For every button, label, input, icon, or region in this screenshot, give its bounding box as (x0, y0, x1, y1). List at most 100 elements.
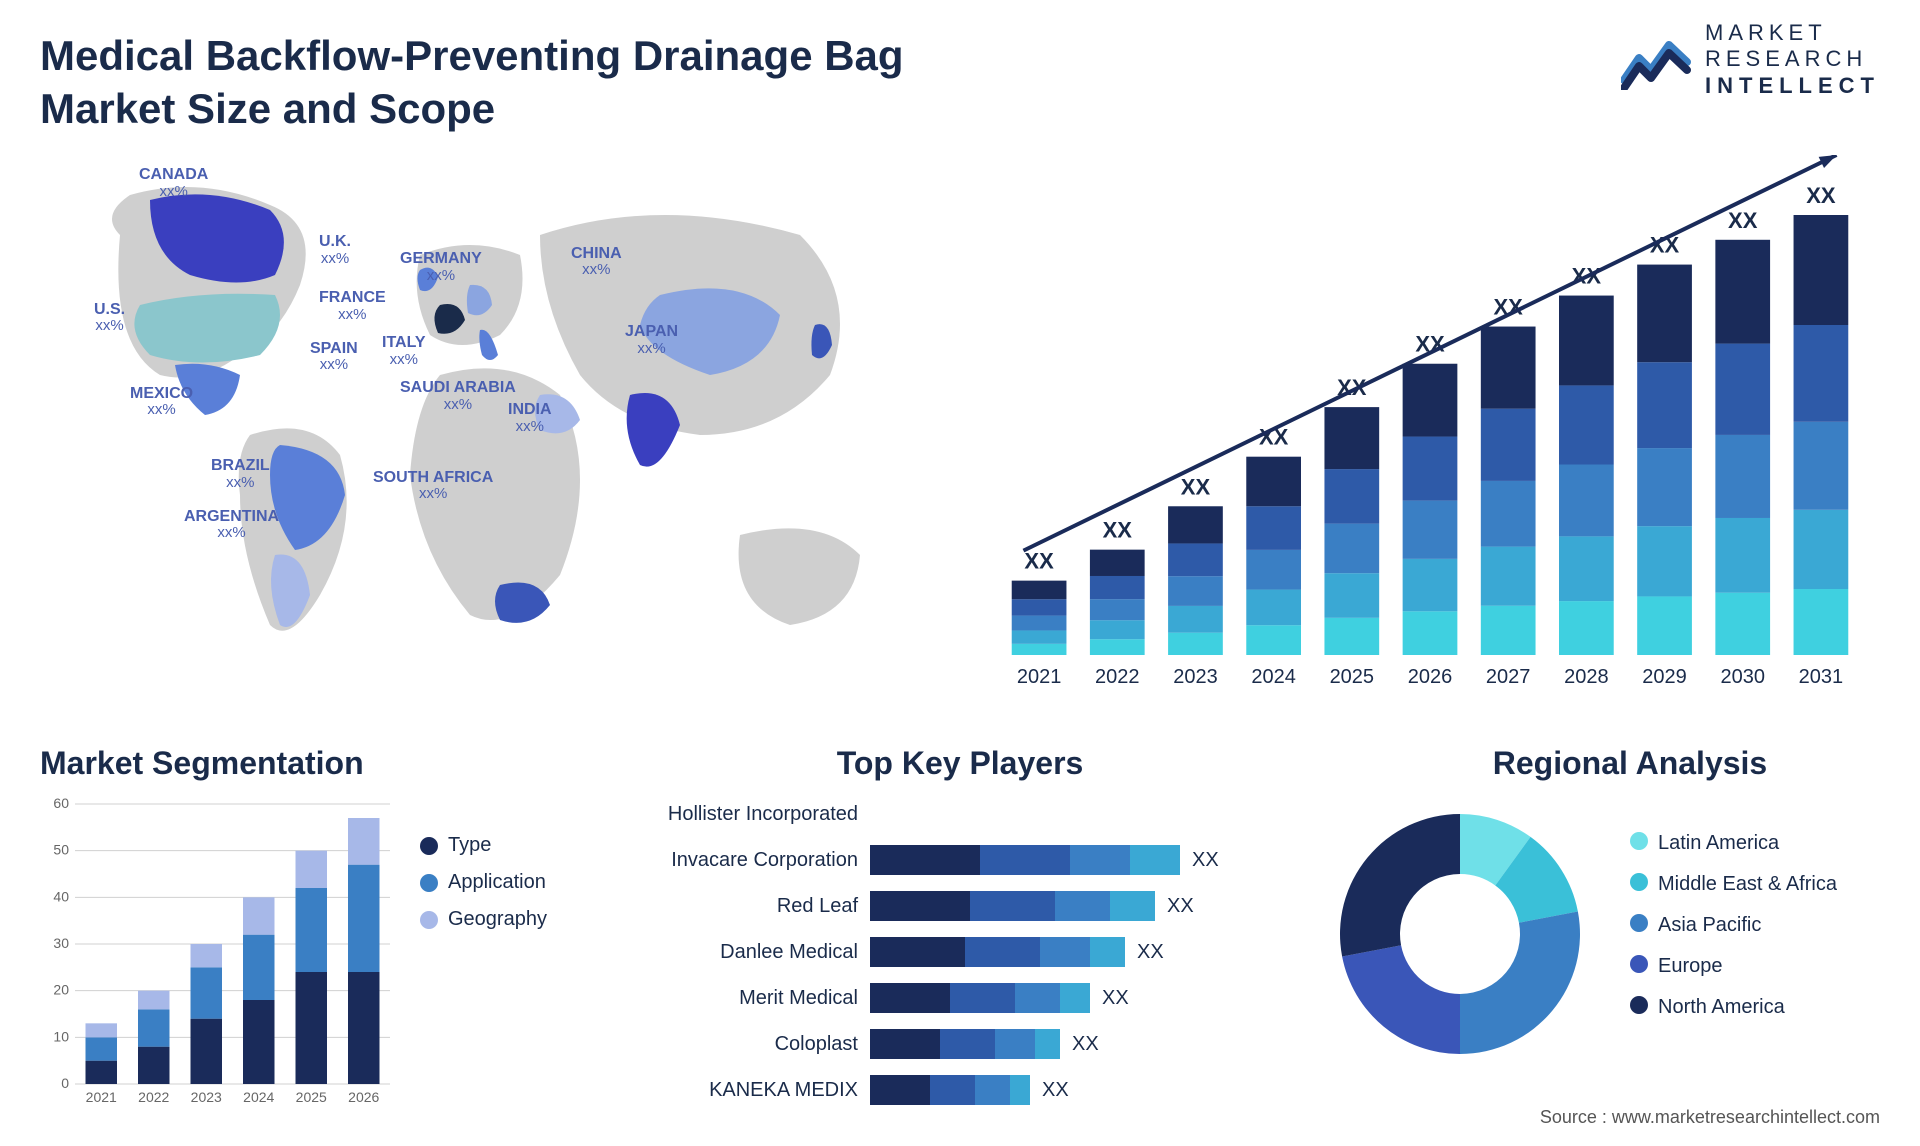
keyplayer-bar-seg (995, 1029, 1035, 1059)
country-label: BRAZILxx% (211, 457, 270, 491)
segmentation-legend: Type Application Geography (420, 794, 600, 1114)
legend-item: Middle East & Africa (1630, 873, 1920, 896)
keyplayer-bar (870, 1075, 1030, 1105)
keyplayer-bar-seg (965, 937, 1040, 967)
keyplayer-name: KANEKA MEDIX (640, 1079, 870, 1102)
keyplayer-bar (870, 1029, 1060, 1059)
keyplayer-bar-seg (870, 1029, 940, 1059)
keyplayer-bar-seg (940, 1029, 995, 1059)
keyplayer-bar (870, 983, 1090, 1013)
keyplayer-row: Red LeafXX (640, 886, 1280, 926)
legend-label: Middle East & Africa (1658, 873, 1837, 896)
keyplayer-bar-seg (930, 1075, 975, 1105)
legend-dot (420, 837, 438, 855)
legend-label: Geography (448, 908, 547, 931)
keyplayer-value: XX (1072, 1033, 1099, 1056)
country-label: ARGENTINAxx% (184, 508, 279, 542)
keyplayers-panel: Top Key Players Hollister IncorporatedIn… (640, 745, 1280, 1116)
keyplayer-bar-seg (870, 1075, 930, 1105)
keyplayer-bar (870, 845, 1180, 875)
country-label: ITALYxx% (382, 334, 426, 368)
keyplayer-value: XX (1102, 987, 1129, 1010)
world-map-svg (40, 155, 940, 715)
keyplayer-name: Merit Medical (640, 987, 870, 1010)
logo-line2: RESEARCH (1705, 46, 1880, 72)
svg-text:2029: 2029 (1642, 666, 1687, 688)
keyplayer-name: Danlee Medical (640, 941, 870, 964)
legend-dot (420, 911, 438, 929)
svg-text:2025: 2025 (296, 1089, 327, 1105)
legend-dot (1630, 996, 1648, 1014)
keyplayer-row: Merit Medical XX (640, 978, 1280, 1018)
keyplayer-row: Danlee MedicalXX (640, 932, 1280, 972)
country-label: SOUTH AFRICAxx% (373, 469, 493, 503)
brand-logo: MARKET RESEARCH INTELLECT (1621, 20, 1880, 99)
legend-dot (1630, 873, 1648, 891)
svg-text:2031: 2031 (1799, 666, 1844, 688)
svg-text:2028: 2028 (1564, 666, 1609, 688)
legend-item: Europe (1630, 955, 1920, 978)
regional-title: Regional Analysis (1320, 745, 1920, 782)
keyplayers-title: Top Key Players (640, 745, 1280, 782)
keyplayers-list: Hollister IncorporatedInvacare Corporati… (640, 794, 1280, 1110)
legend-label: North America (1658, 996, 1785, 1019)
keyplayer-row: KANEKA MEDIXXX (640, 1070, 1280, 1110)
svg-text:XX: XX (1103, 518, 1133, 543)
svg-text:2021: 2021 (86, 1089, 117, 1105)
svg-text:2026: 2026 (1408, 666, 1453, 688)
legend-item: Asia Pacific (1630, 914, 1920, 937)
svg-text:2023: 2023 (191, 1089, 222, 1105)
keyplayer-bar-seg (1110, 891, 1155, 921)
legend-label: Europe (1658, 955, 1723, 978)
country-label: FRANCExx% (319, 289, 386, 323)
keyplayer-bar-seg (870, 983, 950, 1013)
svg-text:0: 0 (61, 1075, 69, 1091)
svg-text:2021: 2021 (1017, 666, 1062, 688)
legend-label: Application (448, 871, 546, 894)
keyplayer-row: Invacare CorporationXX (640, 840, 1280, 880)
keyplayer-bar-seg (870, 937, 965, 967)
world-map: CANADAxx%U.S.xx%MEXICOxx%BRAZILxx%ARGENT… (40, 155, 940, 715)
legend-label: Latin America (1658, 832, 1779, 855)
keyplayer-bar-seg (870, 891, 970, 921)
svg-text:2025: 2025 (1330, 666, 1375, 688)
country-label: INDIAxx% (508, 401, 552, 435)
country-label: GERMANYxx% (400, 250, 482, 284)
svg-text:XX: XX (1728, 208, 1758, 233)
legend-dot (420, 874, 438, 892)
country-label: SAUDI ARABIAxx% (400, 379, 516, 413)
keyplayer-name: Coloplast (640, 1033, 870, 1056)
legend-label: Type (448, 834, 491, 857)
legend-dot (1630, 955, 1648, 973)
logo-line3: INTELLECT (1705, 73, 1880, 99)
legend-item: North America (1630, 996, 1920, 1019)
country-label: CANADAxx% (139, 166, 208, 200)
keyplayer-value: XX (1167, 895, 1194, 918)
segmentation-chart: 0102030405060202120222023202420252026 (40, 794, 400, 1114)
svg-text:XX: XX (1181, 474, 1211, 499)
svg-text:2023: 2023 (1173, 666, 1218, 688)
legend-dot (1630, 914, 1648, 932)
regional-donut (1320, 794, 1600, 1074)
source-text: Source : www.marketresearchintellect.com (1540, 1107, 1880, 1128)
keyplayer-bar-seg (1060, 983, 1090, 1013)
segmentation-title: Market Segmentation (40, 745, 600, 782)
svg-text:60: 60 (53, 795, 69, 811)
svg-text:XX: XX (1024, 549, 1054, 574)
keyplayer-bar-seg (1130, 845, 1180, 875)
segmentation-panel: Market Segmentation 01020304050602021202… (40, 745, 600, 1116)
svg-text:40: 40 (53, 888, 69, 904)
legend-item: Geography (420, 908, 600, 931)
legend-item: Latin America (1630, 832, 1920, 855)
keyplayer-bar-seg (870, 845, 980, 875)
regional-panel: Regional Analysis Latin America Middle Ea… (1320, 745, 1920, 1116)
country-label: JAPANxx% (625, 323, 678, 357)
svg-text:30: 30 (53, 935, 69, 951)
svg-text:20: 20 (53, 982, 69, 998)
svg-text:XX: XX (1806, 183, 1836, 208)
keyplayer-bar-seg (1055, 891, 1110, 921)
svg-text:2024: 2024 (243, 1089, 274, 1105)
keyplayer-bar-seg (975, 1075, 1010, 1105)
keyplayer-name: Invacare Corporation (640, 849, 870, 872)
growth-chart: XX2021XX2022XX2023XX2024XX2025XX2026XX20… (980, 155, 1880, 715)
